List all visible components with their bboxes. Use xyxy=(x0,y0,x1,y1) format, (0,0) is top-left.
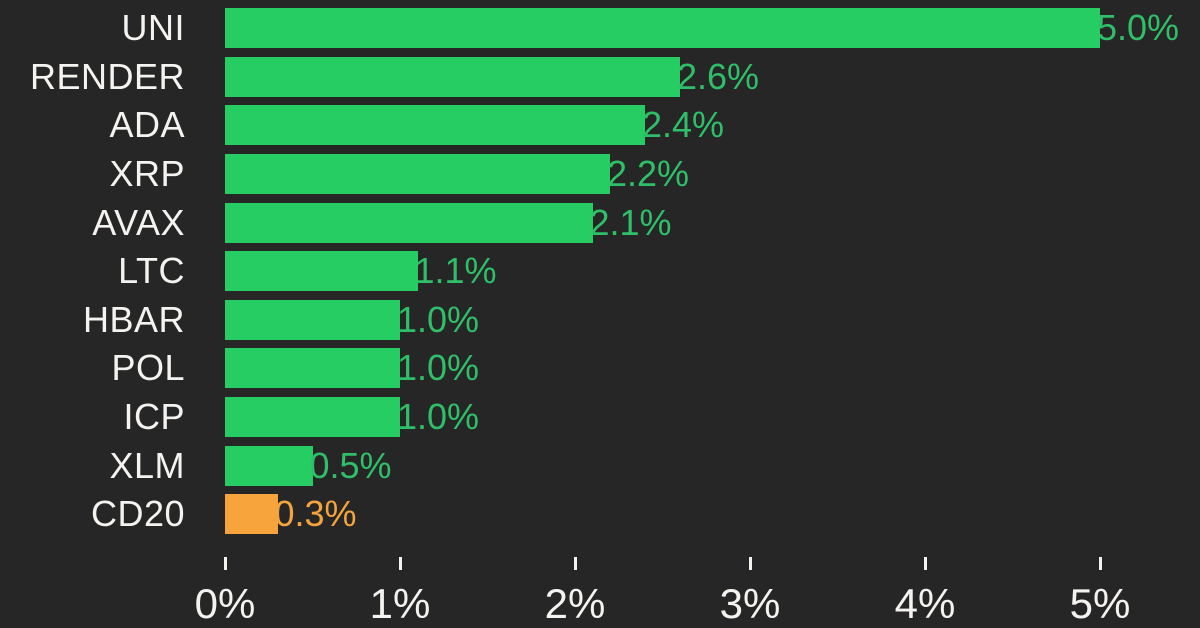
value-bar xyxy=(225,397,400,438)
bar-value-label: 1.0% xyxy=(397,347,480,389)
value-bar xyxy=(225,445,313,486)
bar-row: UNI 5.0% xyxy=(0,8,1200,48)
value-bar xyxy=(225,153,610,194)
bar-value-label: 0.3% xyxy=(274,493,357,535)
category-label: ICP xyxy=(123,396,185,438)
bar-row: ICP 1.0% xyxy=(0,396,1200,438)
value-bar xyxy=(225,56,680,97)
bar-row: RENDER 2.6% xyxy=(0,55,1200,97)
bar-value-label: 2.2% xyxy=(607,152,690,194)
bar-value-label: 2.4% xyxy=(642,104,725,146)
bar-value-label: 5.0% xyxy=(1097,7,1180,48)
highlight-bar xyxy=(225,494,278,535)
bar-row: CD20 0.3% xyxy=(0,493,1200,535)
bar-value-label: 2.1% xyxy=(589,201,672,243)
bar-row: POL 1.0% xyxy=(0,347,1200,389)
x-axis-tick-label: 3% xyxy=(719,580,781,627)
value-bar xyxy=(225,348,400,389)
x-axis-tick-label: 2% xyxy=(544,580,606,627)
category-label: UNI xyxy=(121,7,185,48)
bar-row: ADA 2.4% xyxy=(0,104,1200,146)
category-label: HBAR xyxy=(82,298,185,340)
x-axis-tick-label: 0% xyxy=(194,580,256,627)
x-axis-tick xyxy=(223,557,227,570)
category-label: RENDER xyxy=(29,55,185,97)
value-bar xyxy=(225,251,418,292)
category-label: AVAX xyxy=(92,201,185,243)
category-label: ADA xyxy=(109,104,185,146)
value-bar xyxy=(225,202,593,243)
bar-row: AVAX 2.1% xyxy=(0,201,1200,243)
x-axis-tick xyxy=(398,557,402,570)
bar-row: XRP 2.2% xyxy=(0,152,1200,194)
value-bar xyxy=(225,299,400,340)
category-label: CD20 xyxy=(90,493,185,535)
bar-value-label: 1.0% xyxy=(397,396,480,438)
x-axis-tick-label: 1% xyxy=(369,580,431,627)
bar-value-label: 2.6% xyxy=(677,55,760,97)
category-label: POL xyxy=(111,347,185,389)
bar-row: XLM 0.5% xyxy=(0,444,1200,486)
bar-value-label: 0.5% xyxy=(309,444,392,486)
x-axis-tick-label: 5% xyxy=(1069,580,1131,627)
x-axis-tick xyxy=(1098,557,1102,570)
bar-row: HBAR 1.0% xyxy=(0,298,1200,340)
value-bar xyxy=(225,105,645,146)
category-label: LTC xyxy=(118,250,185,292)
bar-row: LTC 1.1% xyxy=(0,250,1200,292)
x-axis-tick xyxy=(748,557,752,570)
x-axis-tick-label: 4% xyxy=(894,580,956,627)
x-axis-tick xyxy=(573,557,577,570)
bar-value-label: 1.1% xyxy=(414,250,497,292)
bar-value-label: 1.0% xyxy=(397,298,480,340)
category-label: XRP xyxy=(109,152,185,194)
x-axis-tick xyxy=(923,557,927,570)
category-label: XLM xyxy=(109,444,185,486)
value-bar xyxy=(225,8,1100,48)
